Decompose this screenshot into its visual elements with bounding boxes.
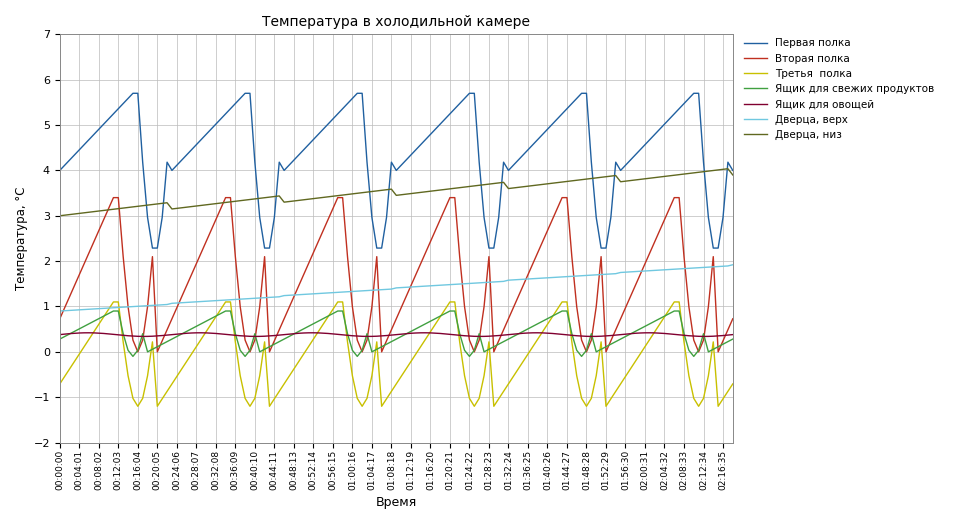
Ящик для свежих продуктов — [444, 308, 456, 314]
Ящик для свежих продуктов — [108, 308, 119, 314]
Ящик для свежих продуктов — [493, 341, 504, 347]
Первая полка — [54, 167, 66, 173]
Вторая полка — [493, 337, 504, 344]
Вторая полка — [64, 293, 75, 300]
Ящик для свежих продуктов — [64, 331, 75, 337]
Дверца, низ — [434, 187, 445, 193]
Третья  полка — [726, 381, 738, 387]
Третья  полка — [59, 373, 71, 379]
Третья  полка — [152, 403, 163, 409]
Дверца, верх — [405, 284, 416, 290]
Вторая полка — [415, 260, 426, 267]
Третья  полка — [64, 366, 75, 372]
Вторая полка — [132, 348, 143, 355]
Первая полка — [493, 214, 504, 221]
Дверца, верх — [726, 261, 738, 268]
Ящик для свежих продуктов — [59, 333, 71, 340]
Ящик для свежих продуктов — [127, 353, 138, 359]
Первая полка — [127, 90, 138, 96]
Дверца, верх — [434, 282, 445, 288]
Вторая полка — [59, 304, 71, 311]
Ящик для овощей — [721, 332, 733, 338]
Ящик для овощей — [54, 332, 66, 338]
Ящик для овощей — [137, 333, 149, 340]
Первая полка — [726, 167, 738, 173]
Ящик для овощей — [59, 331, 71, 337]
Третья  полка — [721, 388, 733, 395]
Line: Третья  полка: Третья полка — [60, 302, 732, 406]
Первая полка — [444, 111, 456, 117]
Третья  полка — [112, 299, 124, 305]
Дверца, низ — [64, 212, 75, 218]
Третья  полка — [415, 344, 426, 350]
Дверца, низ — [59, 212, 71, 219]
Ящик для овощей — [83, 330, 94, 336]
Дверца, низ — [726, 172, 738, 178]
Line: Дверца, низ: Дверца, низ — [60, 169, 732, 216]
Первая полка — [64, 157, 75, 163]
Line: Вторая полка: Вторая полка — [60, 198, 732, 352]
Вторая полка — [108, 194, 119, 201]
Вторая полка — [444, 194, 456, 201]
Ящик для овощей — [444, 331, 456, 337]
Вторая полка — [721, 326, 733, 333]
Line: Дверца, верх: Дверца, верх — [60, 265, 732, 311]
Вторая полка — [54, 315, 66, 322]
Line: Ящик для свежих продуктов: Ящик для свежих продуктов — [60, 311, 732, 356]
Третья  полка — [444, 299, 456, 305]
Дверца, верх — [59, 308, 71, 314]
Ящик для свежих продуктов — [726, 336, 738, 342]
Ящик для свежих продуктов — [54, 336, 66, 342]
Ящик для свежих продуктов — [415, 323, 426, 330]
Y-axis label: Температура, °C: Температура, °C — [15, 187, 28, 290]
Дверца, верх — [712, 264, 723, 270]
Дверца, верх — [64, 307, 75, 313]
Первая полка — [415, 141, 426, 148]
Первая полка — [59, 162, 71, 168]
Ящик для овощей — [64, 331, 75, 337]
Title: Температура в холодильной камере: Температура в холодильной камере — [262, 15, 530, 29]
Дверца, низ — [721, 166, 733, 172]
Ящик для свежих продуктов — [721, 339, 733, 345]
Третья  полка — [493, 396, 504, 402]
Дверца, низ — [405, 190, 416, 196]
Первая полка — [147, 245, 158, 251]
X-axis label: Время: Время — [375, 496, 416, 509]
Line: Ящик для овощей: Ящик для овощей — [60, 333, 732, 336]
Дверца, низ — [712, 167, 723, 173]
Ящик для овощей — [726, 332, 738, 338]
Ящик для овощей — [415, 330, 426, 336]
Вторая полка — [726, 315, 738, 322]
Дверца, низ — [54, 213, 66, 219]
Дверца, низ — [483, 181, 495, 187]
Первая полка — [721, 159, 733, 166]
Legend: Первая полка, Вторая полка, Третья  полка, Ящик для свежих продуктов, Ящик для о: Первая полка, Вторая полка, Третья полка… — [739, 35, 938, 144]
Line: Первая полка: Первая полка — [60, 93, 732, 248]
Дверца, верх — [483, 279, 495, 286]
Дверца, верх — [54, 308, 66, 314]
Третья  полка — [54, 381, 66, 387]
Ящик для овощей — [493, 332, 504, 339]
